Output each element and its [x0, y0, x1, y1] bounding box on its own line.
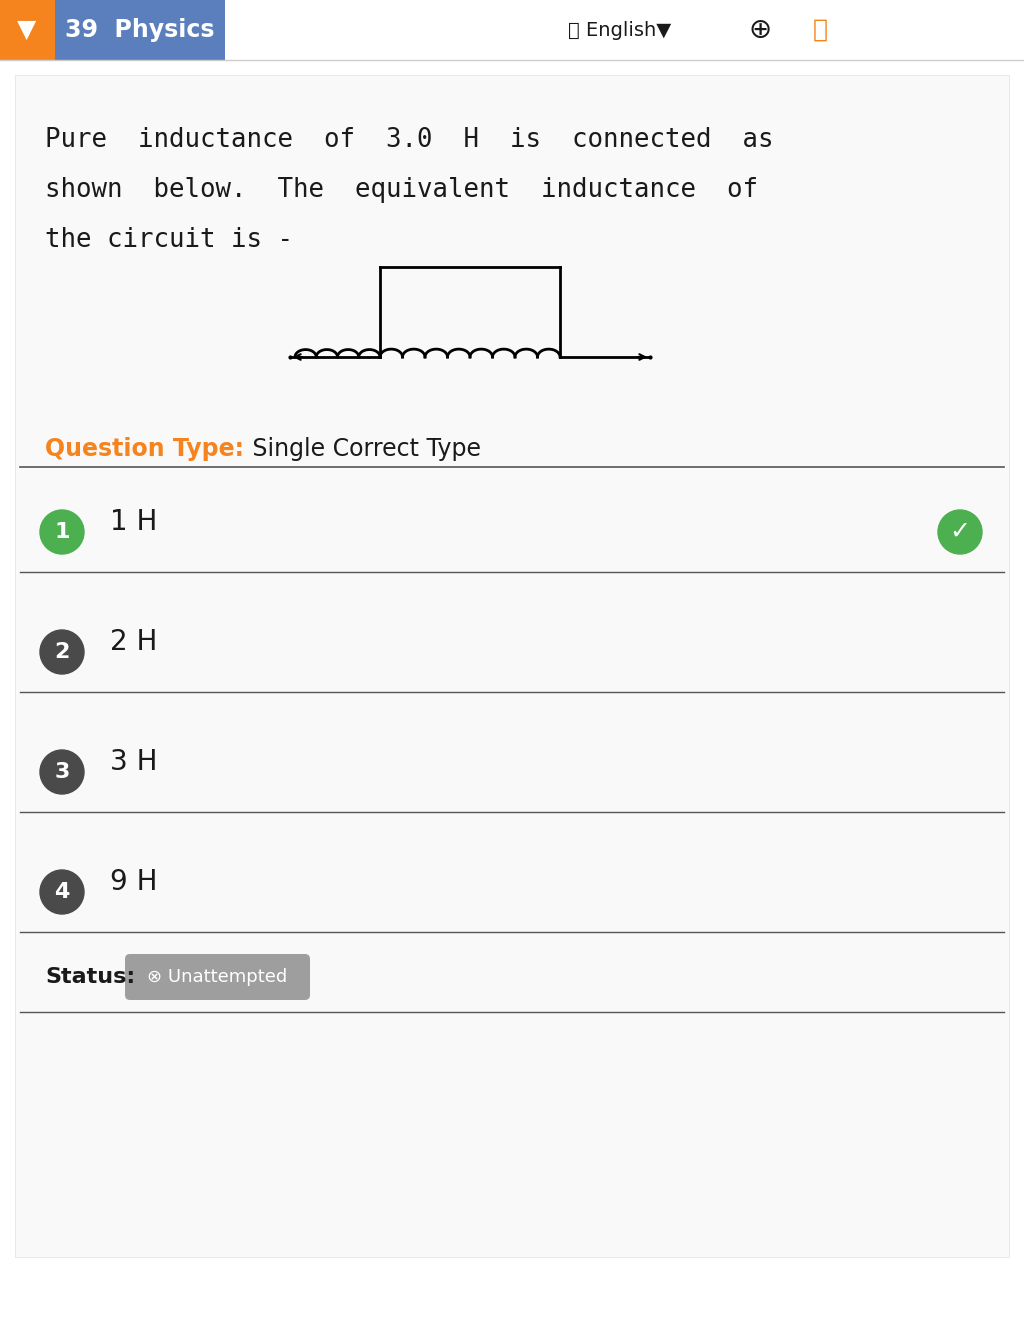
Text: ▼: ▼: [17, 18, 37, 42]
Circle shape: [40, 630, 84, 674]
Text: 🔖: 🔖: [812, 18, 827, 42]
Circle shape: [40, 871, 84, 914]
Text: the circuit is -: the circuit is -: [45, 227, 293, 253]
Text: 1: 1: [54, 522, 70, 543]
Text: ⊗ Unattempted: ⊗ Unattempted: [146, 968, 287, 986]
Text: Status:: Status:: [45, 967, 135, 986]
Text: 🌐 English▼: 🌐 English▼: [568, 21, 672, 40]
Circle shape: [40, 749, 84, 794]
Text: Question Type:: Question Type:: [45, 437, 244, 461]
Text: Pure  inductance  of  3.0  H  is  connected  as: Pure inductance of 3.0 H is connected as: [45, 126, 773, 153]
FancyBboxPatch shape: [0, 0, 55, 61]
FancyBboxPatch shape: [15, 75, 1009, 1256]
Circle shape: [40, 510, 84, 554]
Circle shape: [938, 510, 982, 554]
Text: 3 H: 3 H: [110, 748, 158, 776]
Text: 1 H: 1 H: [110, 508, 158, 536]
Text: 4: 4: [54, 882, 70, 902]
FancyBboxPatch shape: [55, 0, 225, 61]
Text: 39  Physics: 39 Physics: [66, 18, 215, 42]
Text: 9 H: 9 H: [110, 868, 158, 896]
Text: ⊕: ⊕: [749, 16, 772, 43]
Text: shown  below.  The  equivalent  inductance  of: shown below. The equivalent inductance o…: [45, 176, 758, 203]
Text: 2: 2: [54, 641, 70, 662]
FancyBboxPatch shape: [125, 954, 310, 1000]
Text: ✓: ✓: [949, 520, 971, 544]
Text: 3: 3: [54, 763, 70, 782]
Text: Single Correct Type: Single Correct Type: [245, 437, 481, 461]
Text: 2 H: 2 H: [110, 628, 158, 656]
